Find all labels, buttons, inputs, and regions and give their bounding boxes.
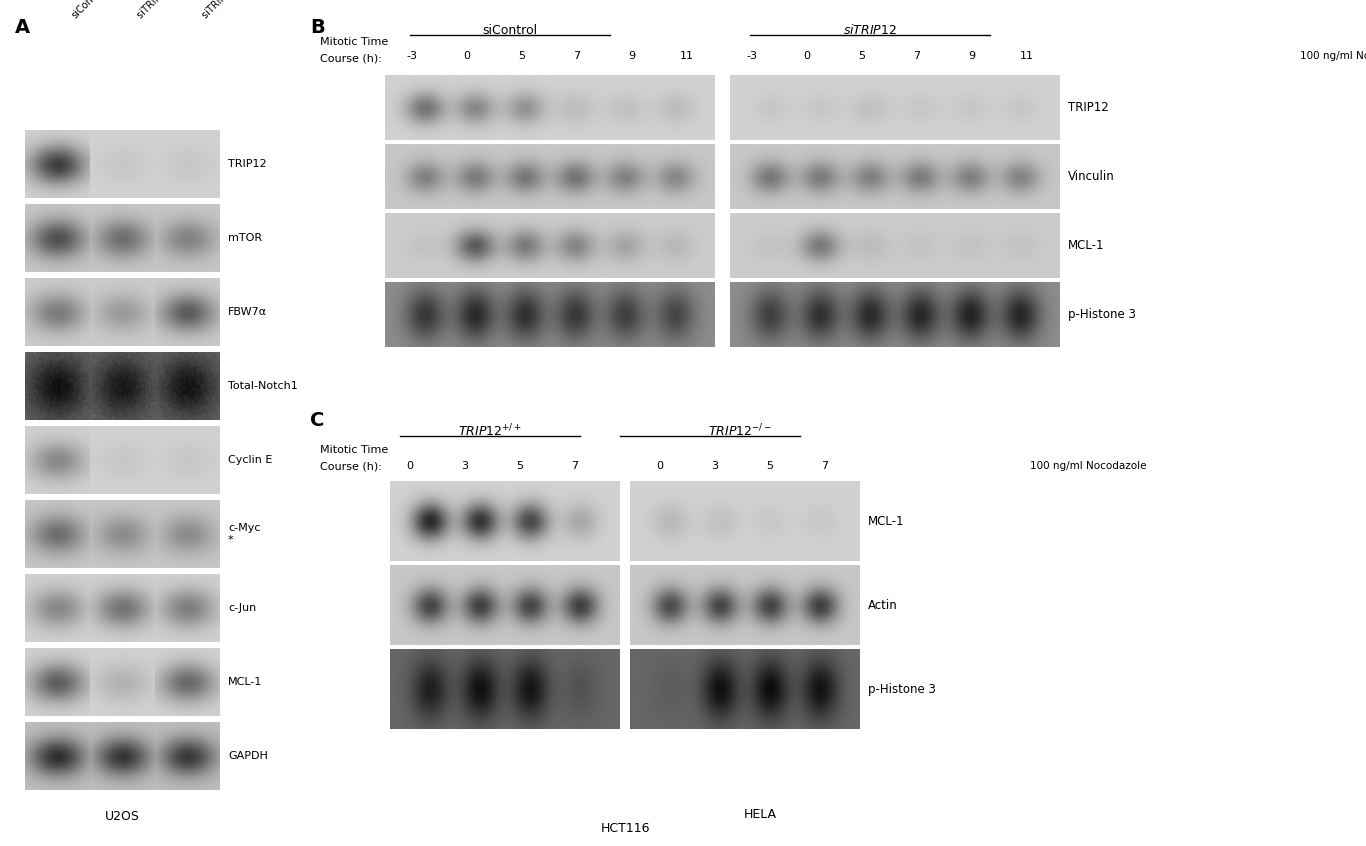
Text: B: B (310, 18, 325, 37)
Text: TRIP12: TRIP12 (228, 159, 266, 169)
Text: c-Myc
*: c-Myc * (228, 523, 261, 545)
Text: 5: 5 (858, 51, 866, 61)
Text: GAPDH: GAPDH (228, 751, 268, 761)
Text: 7: 7 (571, 461, 579, 471)
Text: Cyclin E: Cyclin E (228, 455, 272, 465)
Text: 0: 0 (407, 461, 414, 471)
Text: c-Jun: c-Jun (228, 603, 257, 613)
Text: 100 ng/ml Nocodazole: 100 ng/ml Nocodazole (1300, 51, 1366, 61)
Text: A: A (15, 18, 30, 37)
Text: si$TRIP12$: si$TRIP12$ (843, 23, 897, 37)
Text: HCT116: HCT116 (600, 821, 650, 834)
Text: FBW7α: FBW7α (228, 307, 268, 317)
Text: 100 ng/ml Nocodazole: 100 ng/ml Nocodazole (1030, 461, 1146, 471)
Text: p-Histone 3: p-Histone 3 (867, 683, 936, 695)
Text: Mitotic Time: Mitotic Time (320, 37, 388, 47)
Text: Course (h):: Course (h): (320, 53, 382, 63)
Text: HELA: HELA (743, 807, 776, 821)
Text: $TRIP12^{-/-}$: $TRIP12^{-/-}$ (708, 423, 772, 439)
Text: 5: 5 (766, 461, 773, 471)
Text: 3: 3 (712, 461, 719, 471)
Text: -3: -3 (746, 51, 758, 61)
Text: U2OS: U2OS (105, 810, 139, 822)
Text: 11: 11 (680, 51, 694, 61)
Text: Mitotic Time: Mitotic Time (320, 445, 388, 455)
Text: C: C (310, 411, 324, 430)
Text: $TRIP12^{+/+}$: $TRIP12^{+/+}$ (458, 423, 522, 439)
Text: 0: 0 (803, 51, 810, 61)
Text: p-Histone 3: p-Histone 3 (1068, 308, 1137, 321)
Text: mTOR: mTOR (228, 233, 262, 243)
Text: 5: 5 (519, 51, 526, 61)
Text: Actin: Actin (867, 598, 897, 612)
Text: 7: 7 (574, 51, 581, 61)
Text: siControl: siControl (482, 24, 538, 36)
Text: Total-Notch1: Total-Notch1 (228, 381, 298, 391)
Text: -3: -3 (407, 51, 418, 61)
Text: 9: 9 (968, 51, 975, 61)
Text: siTRIP12 #1: siTRIP12 #1 (135, 0, 184, 20)
Text: 3: 3 (462, 461, 469, 471)
Text: siTRIP12 #2: siTRIP12 #2 (199, 0, 249, 20)
Text: TRIP12: TRIP12 (1068, 101, 1109, 114)
Text: Vinculin: Vinculin (1068, 170, 1115, 183)
Text: 11: 11 (1020, 51, 1034, 61)
Text: 7: 7 (821, 461, 829, 471)
Text: 0: 0 (463, 51, 470, 61)
Text: MCL-1: MCL-1 (228, 677, 262, 687)
Text: MCL-1: MCL-1 (867, 514, 904, 528)
Text: MCL-1: MCL-1 (1068, 239, 1105, 252)
Text: 7: 7 (914, 51, 921, 61)
Text: 5: 5 (516, 461, 523, 471)
Text: Course (h):: Course (h): (320, 461, 382, 471)
Text: 0: 0 (657, 461, 664, 471)
Text: siControl: siControl (70, 0, 108, 20)
Text: 9: 9 (628, 51, 635, 61)
